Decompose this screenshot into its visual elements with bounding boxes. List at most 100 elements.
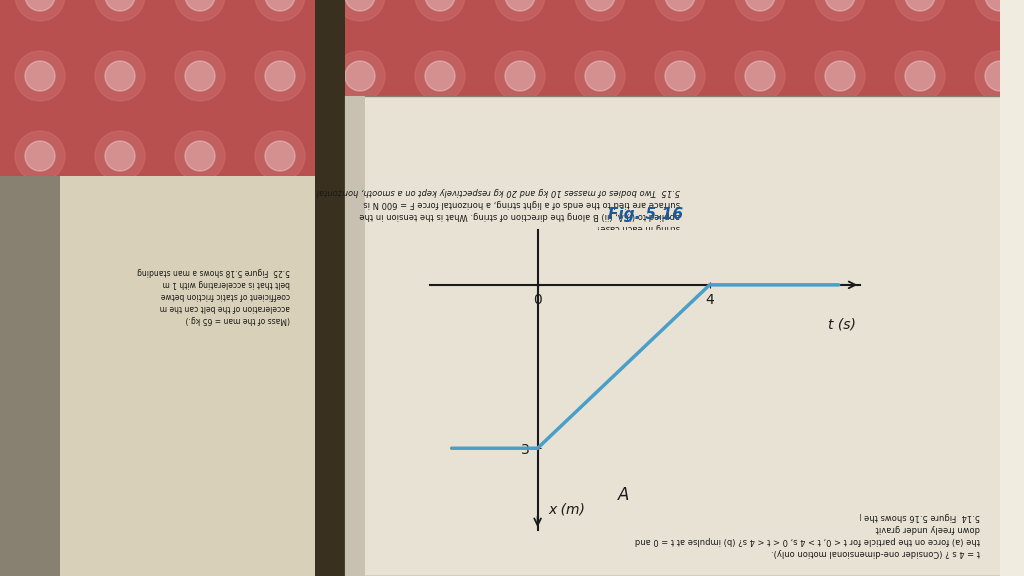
Circle shape bbox=[505, 141, 535, 171]
Circle shape bbox=[825, 141, 855, 171]
Circle shape bbox=[655, 51, 705, 101]
Circle shape bbox=[175, 0, 225, 21]
Circle shape bbox=[655, 131, 705, 181]
Circle shape bbox=[975, 211, 1024, 261]
Circle shape bbox=[575, 51, 625, 101]
Bar bbox=[0, 0, 1024, 276]
Circle shape bbox=[425, 61, 455, 91]
Circle shape bbox=[335, 131, 385, 181]
Text: down freely under gravit: down freely under gravit bbox=[876, 524, 980, 533]
Circle shape bbox=[25, 141, 55, 171]
Circle shape bbox=[15, 131, 65, 181]
Circle shape bbox=[985, 0, 1015, 11]
Circle shape bbox=[255, 131, 305, 181]
Text: t = 4 s ? (Consider one-dimensional motion only).: t = 4 s ? (Consider one-dimensional moti… bbox=[771, 548, 980, 557]
Circle shape bbox=[25, 61, 55, 91]
Circle shape bbox=[345, 0, 375, 11]
Circle shape bbox=[345, 221, 375, 251]
Circle shape bbox=[895, 51, 945, 101]
Circle shape bbox=[495, 0, 545, 21]
Text: 5.15  Two bodies of masses 10 kg and 20 kg respectively kept on a smooth, horizo: 5.15 Two bodies of masses 10 kg and 20 k… bbox=[316, 187, 680, 196]
Circle shape bbox=[335, 0, 385, 21]
Circle shape bbox=[335, 211, 385, 261]
Circle shape bbox=[495, 211, 545, 261]
Circle shape bbox=[105, 61, 135, 91]
Circle shape bbox=[895, 211, 945, 261]
Circle shape bbox=[665, 221, 695, 251]
Circle shape bbox=[735, 211, 785, 261]
Circle shape bbox=[415, 131, 465, 181]
Circle shape bbox=[745, 61, 775, 91]
Circle shape bbox=[575, 211, 625, 261]
Circle shape bbox=[505, 221, 535, 251]
Circle shape bbox=[735, 0, 785, 21]
Circle shape bbox=[505, 61, 535, 91]
Circle shape bbox=[745, 0, 775, 11]
Text: applied to (i) A, (ii) B along the direction of string. What is the tension in t: applied to (i) A, (ii) B along the direc… bbox=[359, 211, 680, 220]
Circle shape bbox=[575, 0, 625, 21]
Circle shape bbox=[585, 61, 615, 91]
Circle shape bbox=[105, 141, 135, 171]
Circle shape bbox=[905, 141, 935, 171]
Circle shape bbox=[265, 141, 295, 171]
Text: 5.14  Figure 5.16 shows the position-time graph of a particle of mass 4 kg.  Wha: 5.14 Figure 5.16 shows the position-time… bbox=[630, 512, 980, 521]
Circle shape bbox=[745, 141, 775, 171]
Circle shape bbox=[95, 131, 145, 181]
Circle shape bbox=[345, 61, 375, 91]
Text: A: A bbox=[617, 486, 630, 505]
Bar bbox=[315, 0, 345, 576]
Circle shape bbox=[15, 0, 65, 21]
Text: 5.25  Figure 5.18 shows a man standing: 5.25 Figure 5.18 shows a man standing bbox=[137, 267, 290, 276]
Text: surface are tied to the ends of a light string, a horizontal force F = 600 N is: surface are tied to the ends of a light … bbox=[364, 199, 680, 208]
Circle shape bbox=[815, 0, 865, 21]
Circle shape bbox=[415, 211, 465, 261]
Bar bbox=[1000, 0, 1024, 576]
Circle shape bbox=[655, 0, 705, 21]
Circle shape bbox=[825, 221, 855, 251]
Circle shape bbox=[585, 221, 615, 251]
Text: string in each case?: string in each case? bbox=[596, 223, 680, 232]
Circle shape bbox=[425, 221, 455, 251]
Circle shape bbox=[505, 0, 535, 11]
Circle shape bbox=[265, 61, 295, 91]
Circle shape bbox=[95, 51, 145, 101]
Circle shape bbox=[825, 0, 855, 11]
Text: x (m): x (m) bbox=[549, 503, 586, 517]
Circle shape bbox=[415, 51, 465, 101]
Text: the (a) force on the particle for t < 0, t > 4 s, 0 < t < 4 s? (b) impulse at t : the (a) force on the particle for t < 0,… bbox=[635, 536, 980, 545]
Circle shape bbox=[95, 211, 145, 261]
Circle shape bbox=[95, 0, 145, 21]
Circle shape bbox=[575, 131, 625, 181]
Circle shape bbox=[185, 221, 215, 251]
Circle shape bbox=[265, 0, 295, 11]
Circle shape bbox=[585, 141, 615, 171]
Circle shape bbox=[895, 0, 945, 21]
Circle shape bbox=[985, 61, 1015, 91]
Circle shape bbox=[735, 131, 785, 181]
Bar bbox=[345, 96, 365, 576]
Circle shape bbox=[655, 211, 705, 261]
Bar bbox=[0, 176, 60, 576]
Circle shape bbox=[175, 211, 225, 261]
Circle shape bbox=[665, 61, 695, 91]
Circle shape bbox=[905, 0, 935, 11]
Circle shape bbox=[905, 221, 935, 251]
Circle shape bbox=[975, 0, 1024, 21]
Circle shape bbox=[735, 51, 785, 101]
Circle shape bbox=[895, 131, 945, 181]
Bar bbox=[345, 96, 1024, 576]
Circle shape bbox=[25, 221, 55, 251]
Title: Fig. 5.16: Fig. 5.16 bbox=[607, 207, 683, 222]
Circle shape bbox=[265, 221, 295, 251]
Circle shape bbox=[15, 211, 65, 261]
Circle shape bbox=[815, 211, 865, 261]
Bar bbox=[0, 176, 315, 576]
Circle shape bbox=[255, 0, 305, 21]
Circle shape bbox=[335, 51, 385, 101]
Text: t (s): t (s) bbox=[828, 317, 856, 332]
Circle shape bbox=[415, 0, 465, 21]
Circle shape bbox=[185, 61, 215, 91]
Circle shape bbox=[905, 61, 935, 91]
Circle shape bbox=[15, 51, 65, 101]
Circle shape bbox=[185, 0, 215, 11]
